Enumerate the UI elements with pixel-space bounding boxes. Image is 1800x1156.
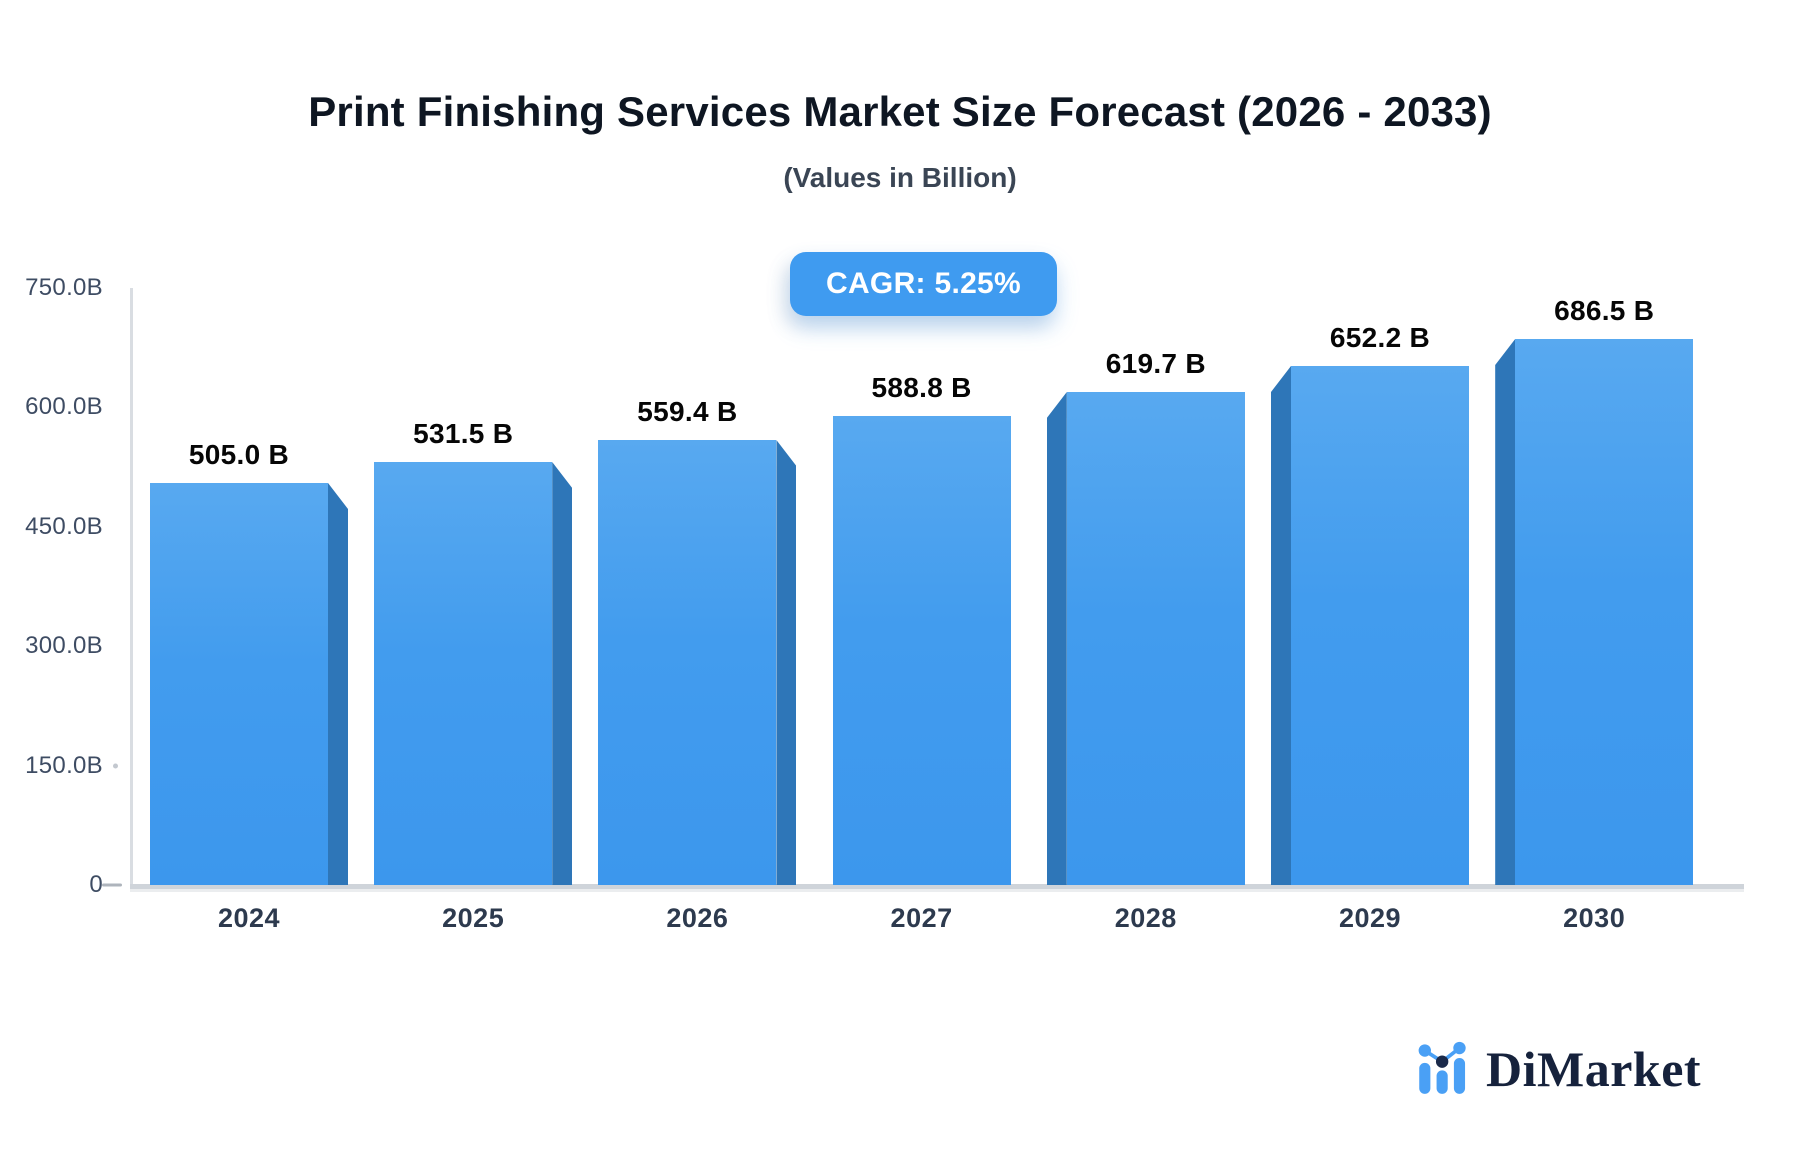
chart-subtitle: (Values in Billion) — [783, 162, 1017, 193]
bar-face — [1066, 392, 1245, 885]
bar-value-label: 531.5 B — [413, 418, 514, 449]
y-tick-label: 600.0B — [25, 393, 103, 421]
brand-name: DiMarket — [1486, 1041, 1702, 1097]
bar-chart-logo-icon — [1418, 1041, 1466, 1094]
y-tick-label: 450.0B — [25, 512, 103, 540]
bar-3d-edge — [1271, 366, 1291, 885]
bar-2027 — [832, 416, 1011, 885]
y-axis-line — [130, 288, 133, 887]
bar-value-label: 652.2 B — [1329, 322, 1431, 353]
x-tick-label-2030: 2030 — [1563, 903, 1626, 933]
bar-face — [1515, 339, 1694, 885]
x-tick-label-2024: 2024 — [217, 903, 281, 933]
bar-3d-edge — [1495, 339, 1516, 885]
bar-value-label: 686.5 B — [1554, 295, 1655, 326]
cagr-badge: CAGR: 5.25% — [790, 252, 1058, 316]
bar-face — [374, 462, 553, 885]
bar-value-label: 505.0 B — [188, 439, 290, 470]
y-tick-label: 750.0B — [25, 274, 103, 301]
bar-value-label: 588.8 B — [871, 372, 972, 403]
x-tick-label-2027: 2027 — [890, 903, 953, 933]
bar-3d-edge — [552, 462, 573, 885]
x-tick-label-2025: 2025 — [442, 903, 505, 933]
y-tick-label: 300.0B — [25, 632, 103, 660]
bar-3d-edge — [328, 483, 348, 885]
y-tick-mark — [113, 763, 118, 769]
bar-2024 — [150, 483, 348, 885]
bar-value-label: 559.4 B — [637, 396, 738, 427]
bar-face — [598, 440, 777, 885]
bar-2025 — [374, 462, 573, 885]
bar-face — [832, 416, 1011, 885]
brand-logo: DiMarket — [1418, 1038, 1701, 1094]
bar-face — [150, 483, 328, 885]
y-tick-mark — [102, 883, 122, 887]
x-tick-label-2029: 2029 — [1338, 903, 1402, 933]
bar-2030 — [1495, 339, 1694, 885]
bar-2028 — [1046, 392, 1245, 885]
bar-2026 — [598, 440, 797, 885]
bar-3d-edge — [776, 440, 797, 885]
y-tick-label: 150.0B — [25, 751, 103, 779]
bar-value-label: 619.7 B — [1105, 348, 1206, 379]
bar-face — [1291, 366, 1469, 885]
chart-title: Print Finishing Services Market Size For… — [308, 88, 1492, 135]
y-tick-label: 0 — [89, 871, 103, 898]
x-axis-line — [130, 884, 1744, 889]
x-tick-label-2028: 2028 — [1114, 903, 1177, 933]
bar-3d-edge — [1046, 392, 1067, 885]
bar-2029 — [1271, 366, 1469, 885]
x-tick-label-2026: 2026 — [666, 903, 729, 933]
